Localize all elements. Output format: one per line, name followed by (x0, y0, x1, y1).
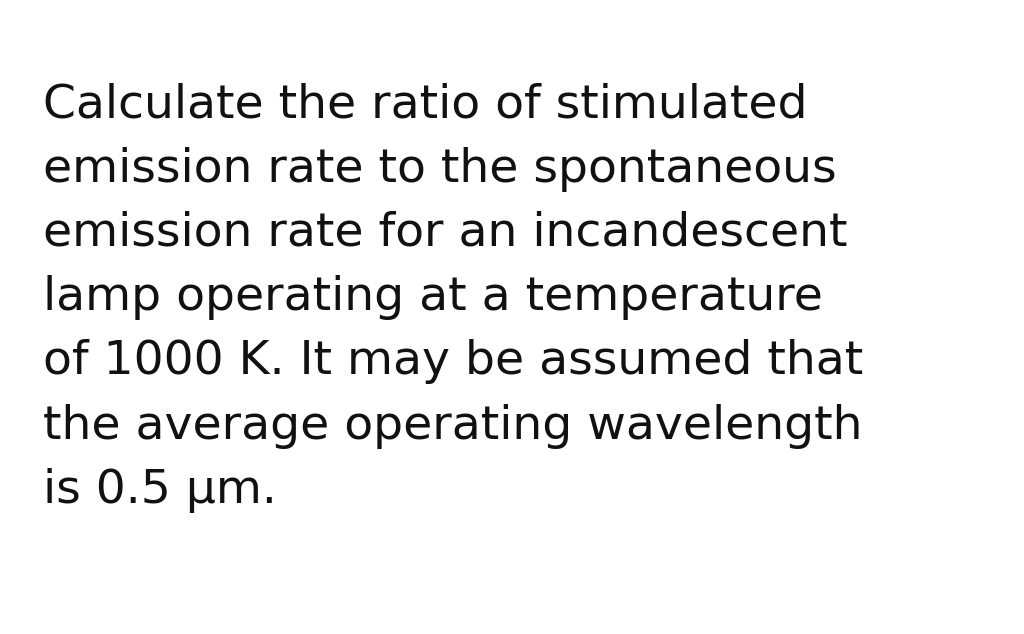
Text: Calculate the ratio of stimulated
emission rate to the spontaneous
emission rate: Calculate the ratio of stimulated emissi… (43, 82, 863, 513)
